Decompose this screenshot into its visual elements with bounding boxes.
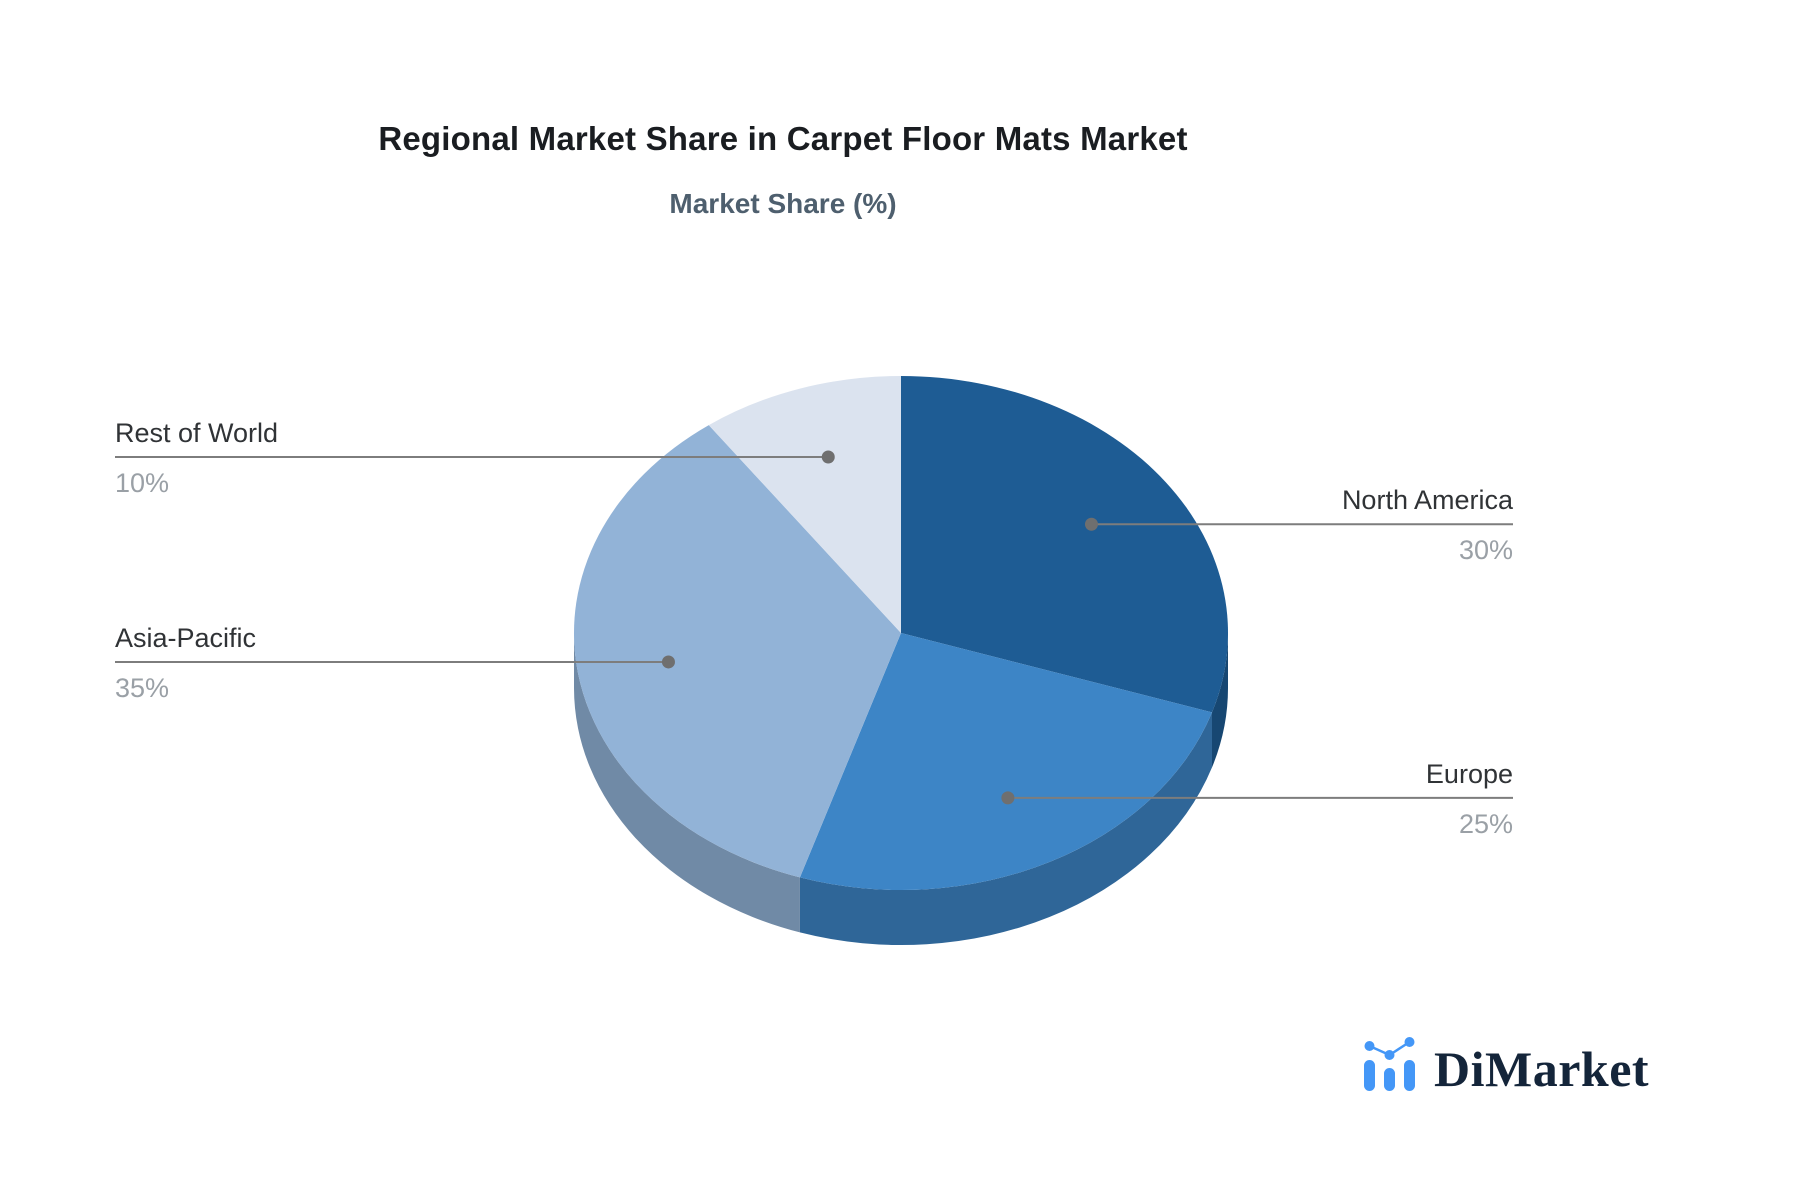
pie-slice-north-america xyxy=(901,375,1229,713)
pie-slice-side-europe xyxy=(799,712,1212,946)
leader-dot-asia-pacific xyxy=(661,655,675,669)
slice-value: 10% xyxy=(115,468,170,498)
slice-label: Asia-Pacific xyxy=(115,623,257,653)
leader-dot-rest-of-world xyxy=(821,450,835,464)
slice-value: 25% xyxy=(1458,809,1513,839)
pie-slice-europe xyxy=(799,633,1212,891)
leader-dot-north-america xyxy=(1084,517,1098,531)
callout-europe: Europe 25% xyxy=(1426,757,1513,841)
brand-logo: DiMarket xyxy=(1360,1036,1649,1094)
pie-slice-side-north-america xyxy=(1212,633,1228,768)
pie-slice-rest-of-world xyxy=(708,376,901,633)
leader-dot-europe xyxy=(1001,791,1015,805)
callout-rest-of-world: Rest of World 10% xyxy=(115,416,278,500)
brand-name: DiMarket xyxy=(1434,1041,1650,1097)
slice-label: Europe xyxy=(1425,759,1513,789)
bar-chart-logo-icon xyxy=(1364,1037,1415,1091)
pie-slice-side-asia-pacific xyxy=(574,633,800,933)
slice-value: 35% xyxy=(115,673,170,703)
slice-label: North America xyxy=(1341,485,1513,515)
chart-subtitle: Market Share (%) xyxy=(669,188,897,219)
callout-north-america: North America 30% xyxy=(1342,483,1513,567)
slice-value: 30% xyxy=(1458,535,1513,565)
slice-label: Rest of World xyxy=(115,418,279,448)
callout-asia-pacific: Asia-Pacific 35% xyxy=(115,621,256,705)
chart-title: Regional Market Share in Carpet Floor Ma… xyxy=(378,120,1188,157)
pie-slice-asia-pacific xyxy=(573,425,901,878)
